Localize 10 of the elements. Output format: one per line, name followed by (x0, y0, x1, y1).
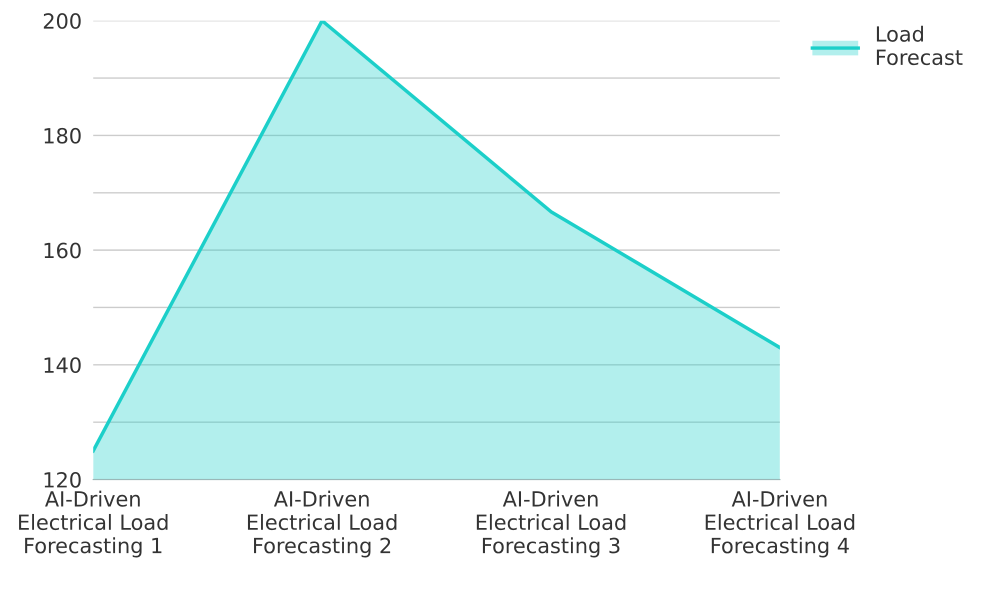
y-tick-label: 200 (44, 13, 81, 29)
y-tick-label: 120 (44, 472, 81, 488)
x-tick-label: AI-Driven Electrical Load Forecasting 4 (706, 490, 854, 558)
x-tick-label: AI-Driven Electrical Load Forecasting 3 (476, 490, 626, 558)
x-tick-label: AI-Driven Electrical Load Forecasting 2 (248, 490, 396, 558)
x-tick-label: AI-Driven Electrical Load Forecasting 1 (19, 490, 168, 558)
y-tick-label: 160 (44, 242, 81, 258)
y-tick-label: 180 (44, 128, 81, 144)
legend-label: Load Forecast (876, 26, 963, 66)
y-tick-label: 140 (44, 357, 81, 374)
